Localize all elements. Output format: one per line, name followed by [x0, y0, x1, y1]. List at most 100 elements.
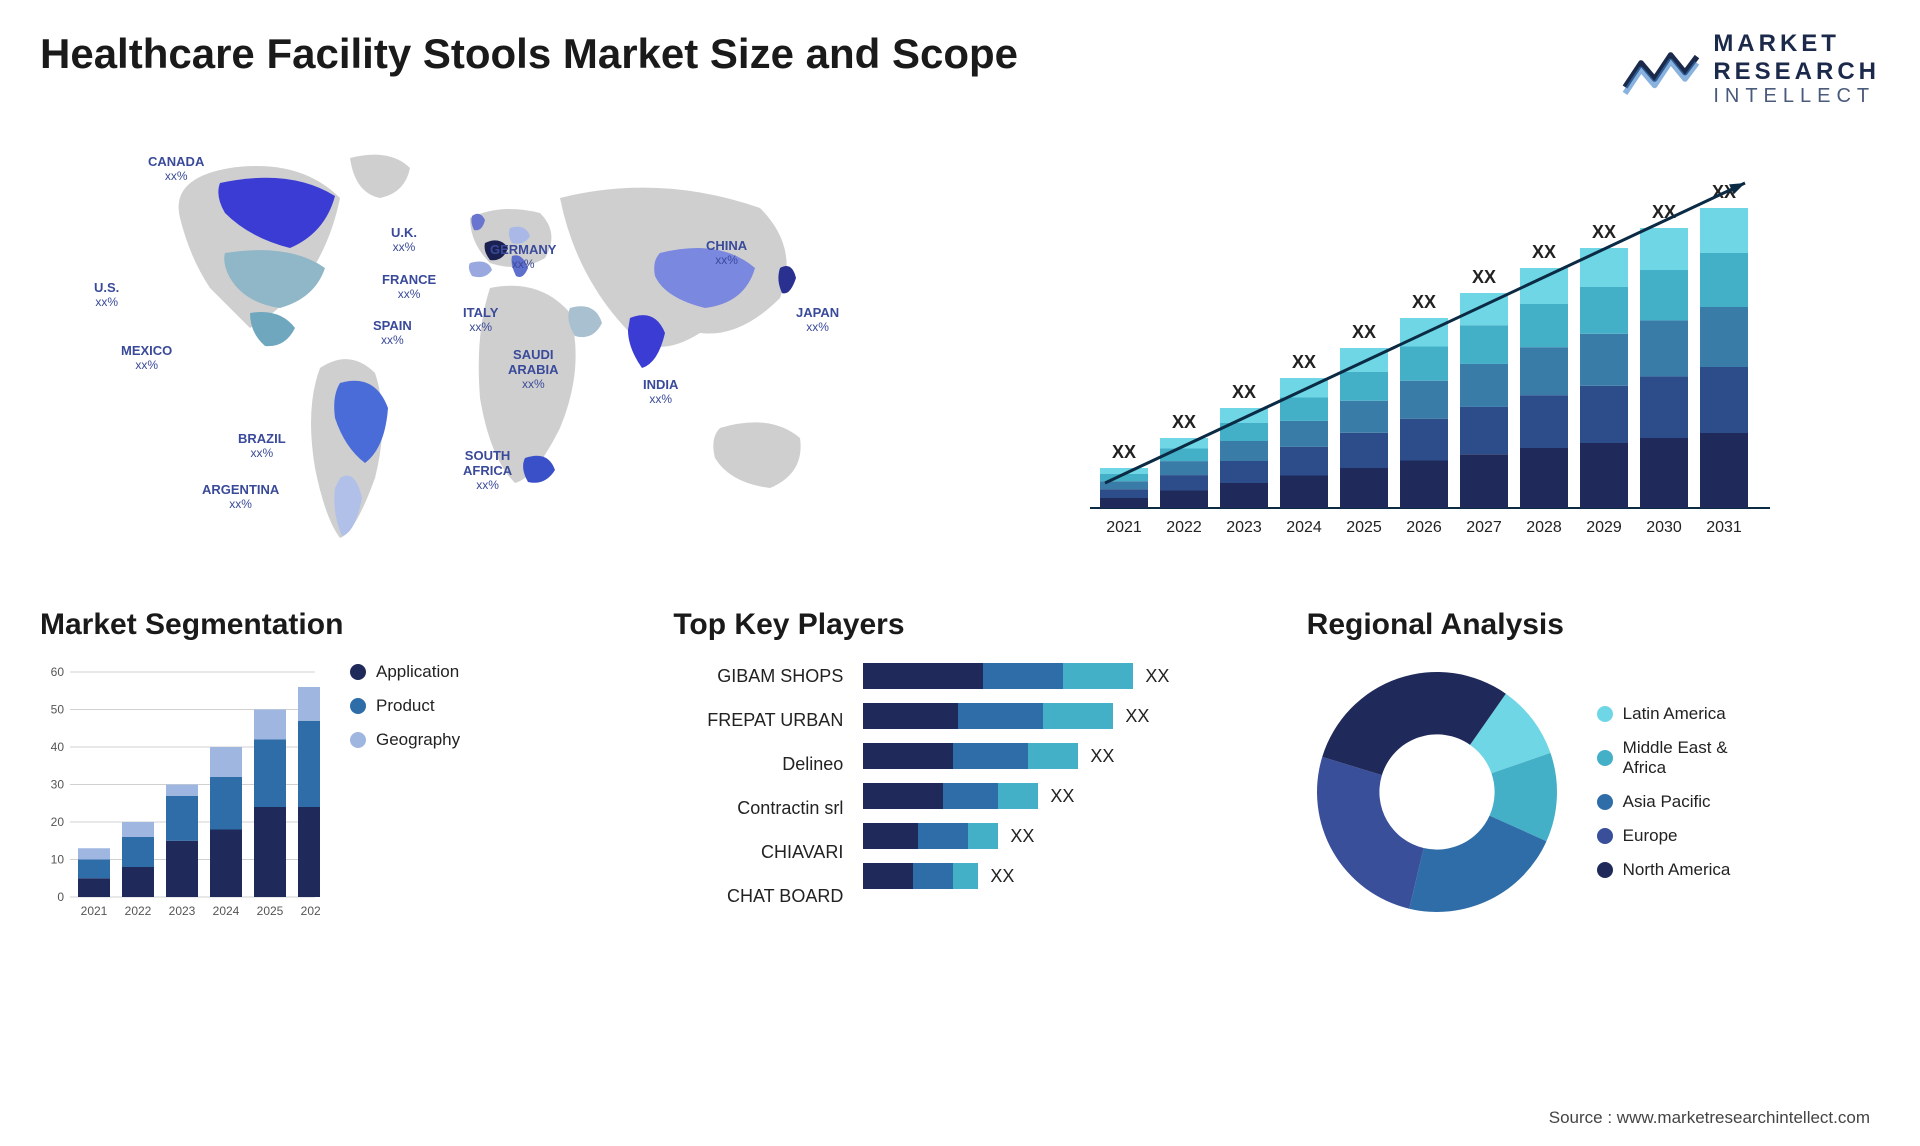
svg-text:2030: 2030: [1646, 519, 1682, 536]
svg-text:2027: 2027: [1466, 519, 1502, 536]
legend-dot: [1597, 794, 1613, 810]
svg-text:XX: XX: [1652, 202, 1676, 222]
player-bar: [863, 663, 1133, 689]
world-map: [40, 138, 940, 558]
legend-label: Middle East & Africa: [1623, 738, 1728, 778]
player-bar-segment: [913, 863, 953, 889]
svg-text:XX: XX: [1172, 412, 1196, 432]
svg-text:XX: XX: [1412, 292, 1436, 312]
legend-item: Application: [350, 662, 460, 682]
player-bar-segment: [953, 743, 1028, 769]
svg-text:20: 20: [51, 815, 65, 829]
legend-dot: [1597, 750, 1613, 766]
svg-text:30: 30: [51, 778, 65, 792]
legend-label: Product: [376, 696, 435, 716]
player-bar-segment: [863, 663, 983, 689]
legend-label: Latin America: [1623, 704, 1726, 724]
logo-line3: INTELLECT: [1713, 85, 1880, 108]
legend-dot: [350, 664, 366, 680]
regional-donut-chart: [1307, 662, 1567, 922]
player-row: XX: [863, 862, 1246, 890]
legend-item: Middle East & Africa: [1597, 738, 1731, 778]
svg-text:2021: 2021: [1106, 519, 1142, 536]
map-label: JAPANxx%: [796, 306, 839, 335]
world-map-panel: CANADAxx%U.S.xx%MEXICOxx%BRAZILxx%ARGENT…: [40, 138, 940, 558]
player-row: XX: [863, 822, 1246, 850]
player-value: XX: [1050, 786, 1074, 807]
segmentation-title: Market Segmentation: [40, 608, 613, 642]
map-label: U.S.xx%: [94, 281, 119, 310]
svg-text:40: 40: [51, 740, 65, 754]
segmentation-bar-chart: 0102030405060202120222023202420252026: [40, 662, 320, 922]
svg-text:XX: XX: [1532, 242, 1556, 262]
player-bar-segment: [863, 703, 958, 729]
map-label: FRANCExx%: [382, 273, 436, 302]
player-bar: [863, 823, 998, 849]
legend-item: Product: [350, 696, 460, 716]
source-text: Source : www.marketresearchintellect.com: [1549, 1108, 1870, 1128]
player-bar-segment: [998, 783, 1038, 809]
regional-legend: Latin AmericaMiddle East & AfricaAsia Pa…: [1597, 704, 1731, 880]
svg-text:50: 50: [51, 703, 65, 717]
svg-text:2026: 2026: [1406, 519, 1442, 536]
map-label: CHINAxx%: [706, 239, 747, 268]
map-label: U.K.xx%: [391, 226, 417, 255]
legend-label: Application: [376, 662, 459, 682]
legend-dot: [1597, 828, 1613, 844]
svg-text:0: 0: [57, 890, 64, 904]
player-value: XX: [1125, 706, 1149, 727]
legend-item: North America: [1597, 860, 1731, 880]
players-panel: Top Key Players GIBAM SHOPSFREPAT URBAND…: [673, 608, 1246, 922]
legend-dot: [350, 698, 366, 714]
svg-text:2028: 2028: [1526, 519, 1562, 536]
legend-dot: [1597, 862, 1613, 878]
player-value: XX: [1010, 826, 1034, 847]
map-label: GERMANYxx%: [490, 243, 556, 272]
svg-text:2025: 2025: [1346, 519, 1382, 536]
player-bar-segment: [953, 863, 978, 889]
legend-item: Latin America: [1597, 704, 1731, 724]
legend-item: Geography: [350, 730, 460, 750]
player-bar-segment: [1063, 663, 1133, 689]
svg-text:XX: XX: [1112, 442, 1136, 462]
player-name: Contractin srl: [673, 794, 843, 822]
legend-label: North America: [1623, 860, 1731, 880]
legend-dot: [1597, 706, 1613, 722]
map-label: SOUTH AFRICAxx%: [463, 449, 512, 493]
player-row: XX: [863, 662, 1246, 690]
player-bar-segment: [863, 863, 913, 889]
svg-text:XX: XX: [1232, 382, 1256, 402]
player-bar-segment: [958, 703, 1043, 729]
player-bar-segment: [918, 823, 968, 849]
segmentation-panel: Market Segmentation 01020304050602021202…: [40, 608, 613, 922]
svg-text:XX: XX: [1592, 222, 1616, 242]
map-label: ITALYxx%: [463, 306, 498, 335]
player-value: XX: [1145, 666, 1169, 687]
player-bar-segment: [983, 663, 1063, 689]
regional-title: Regional Analysis: [1307, 608, 1880, 642]
svg-text:2025: 2025: [257, 904, 284, 918]
bottom-row: Market Segmentation 01020304050602021202…: [40, 608, 1880, 922]
player-name: Delineo: [673, 750, 843, 778]
player-bar: [863, 703, 1113, 729]
svg-text:XX: XX: [1352, 322, 1376, 342]
svg-text:2023: 2023: [1226, 519, 1262, 536]
growth-bar-chart: XX2021XX2022XX2023XX2024XX2025XX2026XX20…: [980, 138, 1880, 558]
player-name: GIBAM SHOPS: [673, 662, 843, 690]
svg-text:XX: XX: [1292, 352, 1316, 372]
regional-panel: Regional Analysis Latin America Middle Ea…: [1307, 608, 1880, 922]
map-label: MEXICOxx%: [121, 344, 172, 373]
svg-text:2022: 2022: [1166, 519, 1202, 536]
player-bar-segment: [863, 743, 953, 769]
players-bars: XXXXXXXXXXXX: [863, 662, 1246, 910]
svg-text:2023: 2023: [169, 904, 196, 918]
svg-text:2029: 2029: [1586, 519, 1622, 536]
map-label: SPAINxx%: [373, 319, 412, 348]
player-bar: [863, 743, 1078, 769]
logo-icon: [1621, 37, 1701, 102]
svg-text:2022: 2022: [125, 904, 152, 918]
player-bar: [863, 863, 978, 889]
map-label: SAUDI ARABIAxx%: [508, 348, 559, 392]
player-bar-segment: [863, 783, 943, 809]
player-value: XX: [990, 866, 1014, 887]
